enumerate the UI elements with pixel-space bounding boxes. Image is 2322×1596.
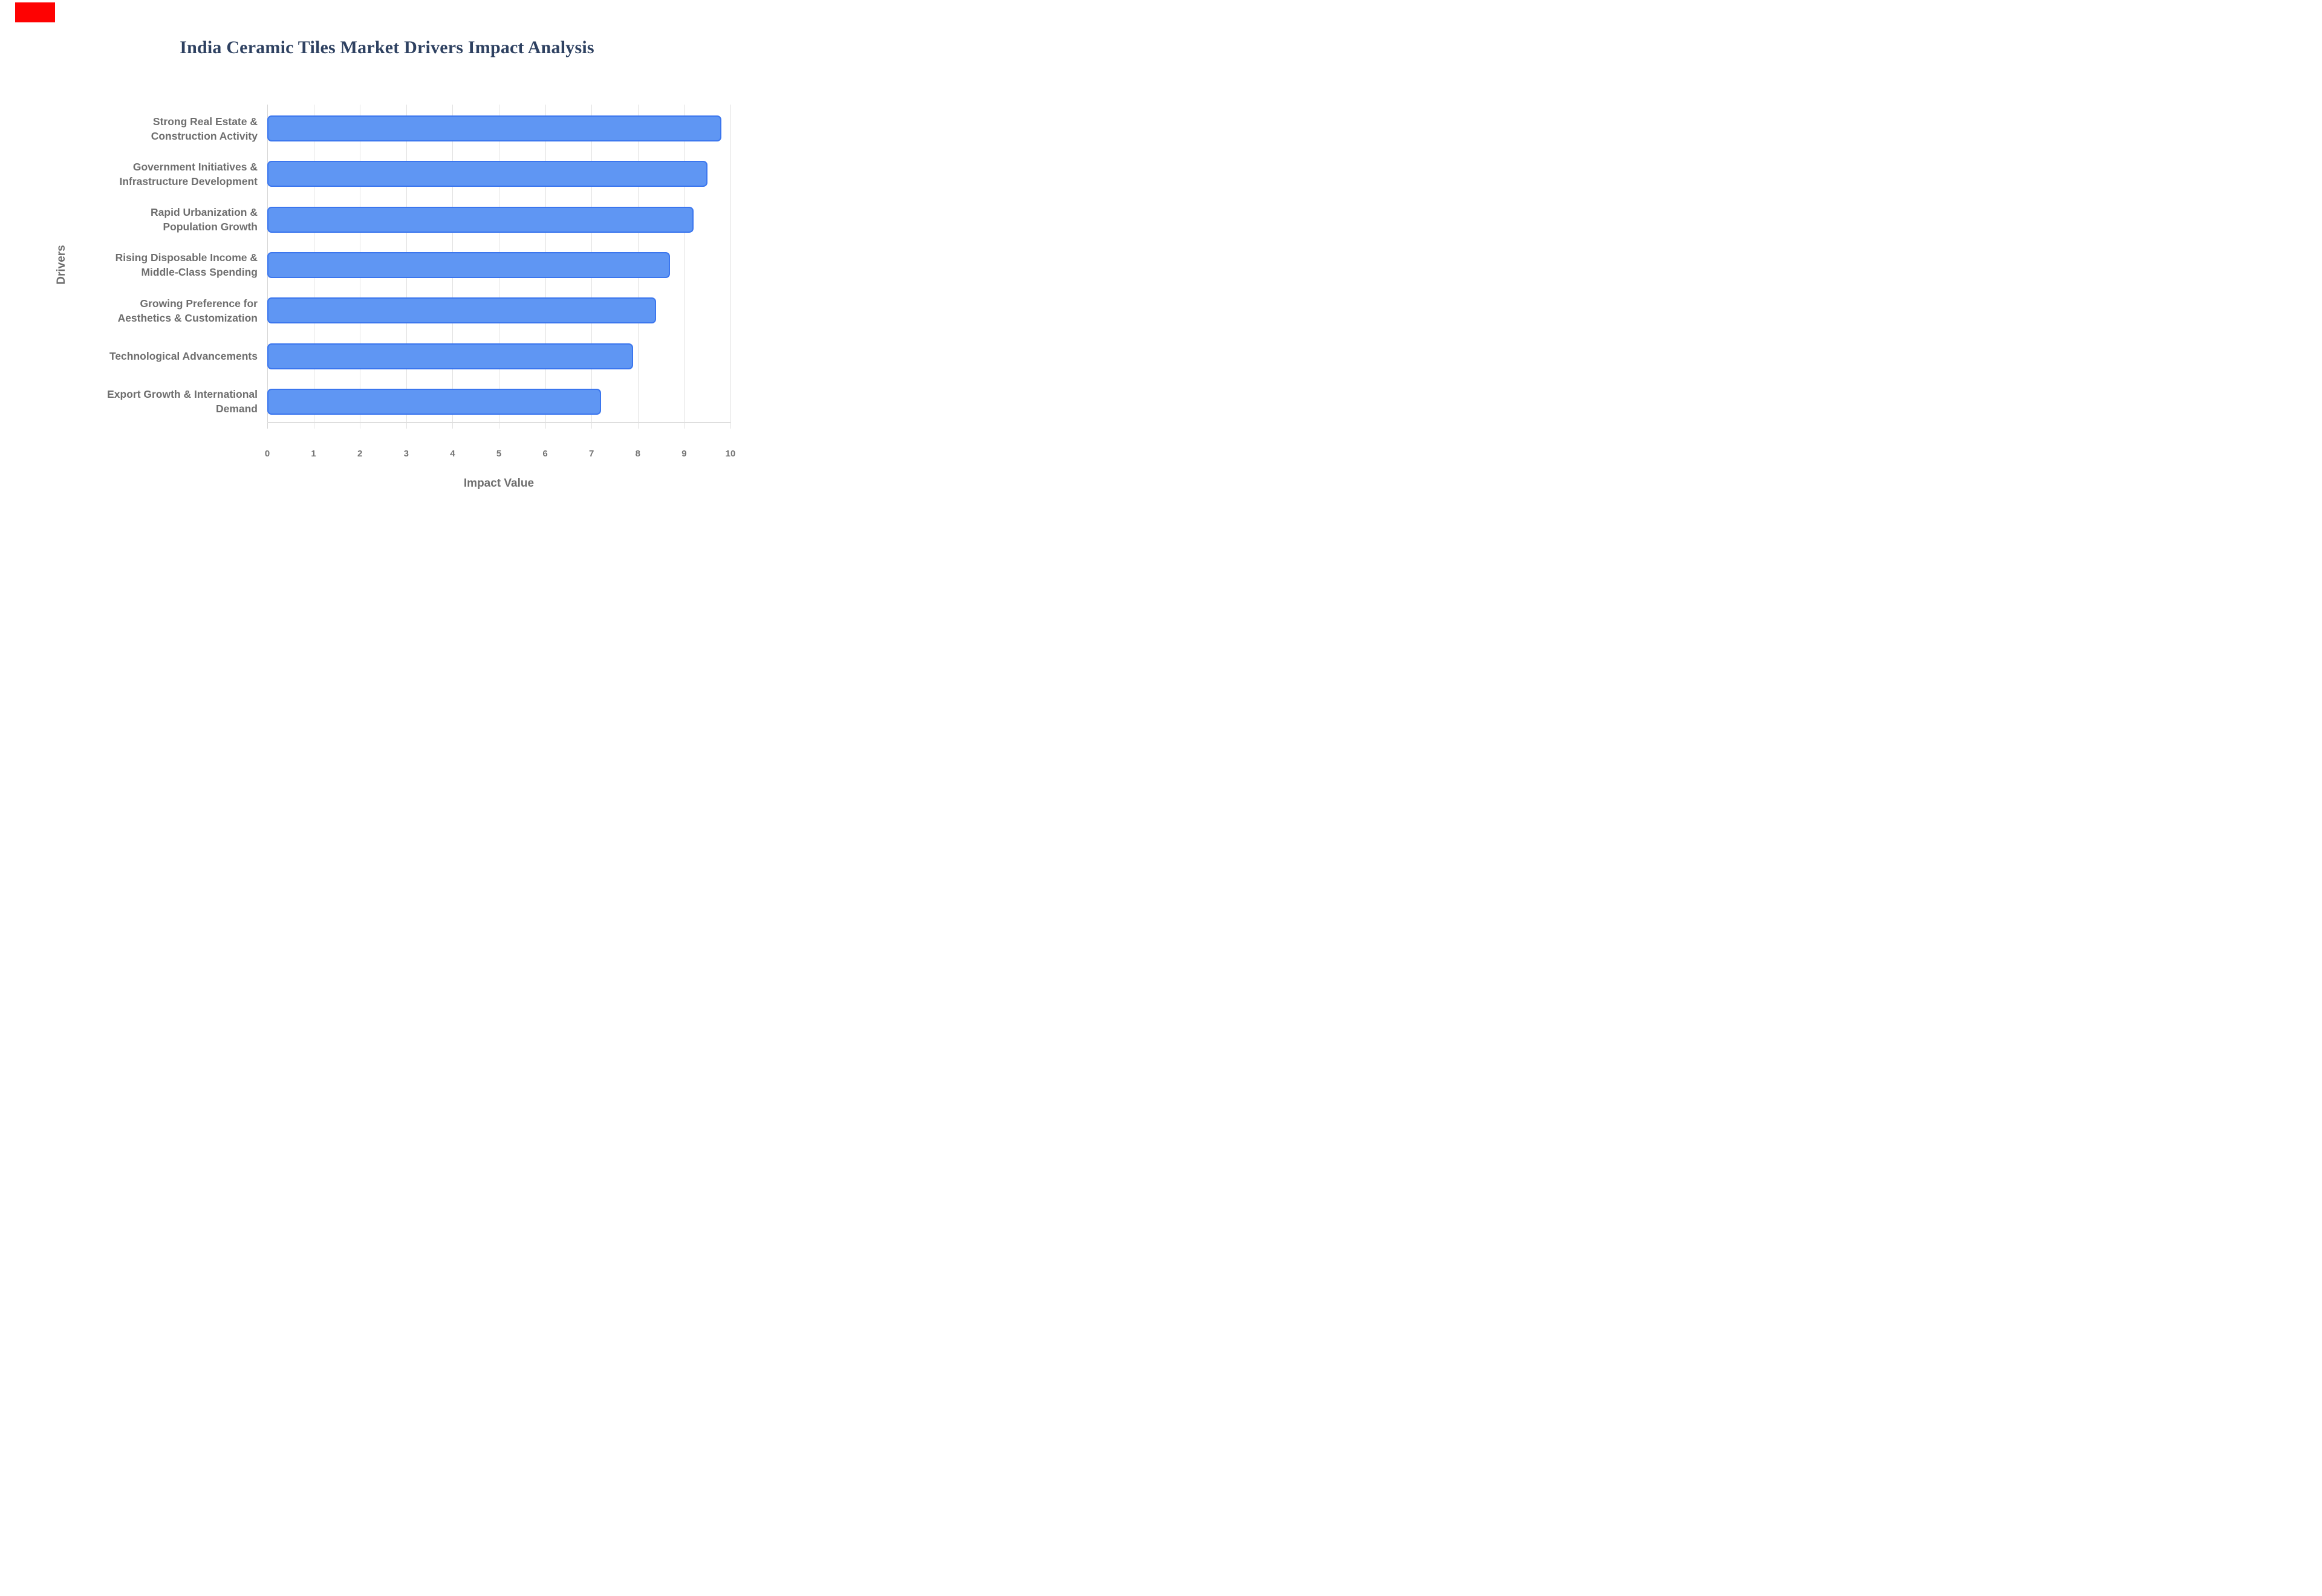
x-tick-label-1: 1 [311,449,316,459]
bar-1 [267,161,707,187]
plot-area [267,105,731,429]
x-tick-label-8: 8 [635,449,640,459]
category-label-0: Strong Real Estate & Construction Activit… [151,115,258,142]
x-tick-label-6: 6 [542,449,548,459]
bar-5 [267,343,634,369]
x-tick-label-7: 7 [589,449,594,459]
category-label-6: Export Growth & International Demand [107,388,258,415]
x-tick-label-5: 5 [496,449,502,459]
chart-canvas: India Ceramic Tiles Market Drivers Impac… [0,0,774,532]
bar-2 [267,206,694,233]
x-axis-title: Impact Value [463,477,535,490]
x-axis-line [267,422,730,423]
gridline-x10 [730,105,731,429]
category-label-4: Growing Preference for Aesthetics & Custo… [117,297,258,324]
x-tick-label-0: 0 [264,449,270,459]
gridline-x9 [684,105,685,429]
x-tick-label-2: 2 [357,449,363,459]
category-label-1: Government Initiatives & Infrastructure D… [119,160,258,187]
x-tick-label-9: 9 [681,449,687,459]
chart-title: India Ceramic Tiles Market Drivers Impac… [180,37,594,57]
red-marker [15,2,55,22]
bar-3 [267,251,671,278]
bar-0 [267,115,721,141]
x-tick-label-3: 3 [403,449,409,459]
x-tick-label-4: 4 [450,449,455,459]
bar-4 [267,297,657,324]
x-tick-label-10: 10 [725,449,736,459]
category-label-2: Rapid Urbanization & Population Growth [151,206,258,233]
bar-6 [267,388,601,415]
category-label-5: Technological Advancements [109,350,258,362]
category-label-3: Rising Disposable Income & Middle-Class S… [115,251,258,279]
